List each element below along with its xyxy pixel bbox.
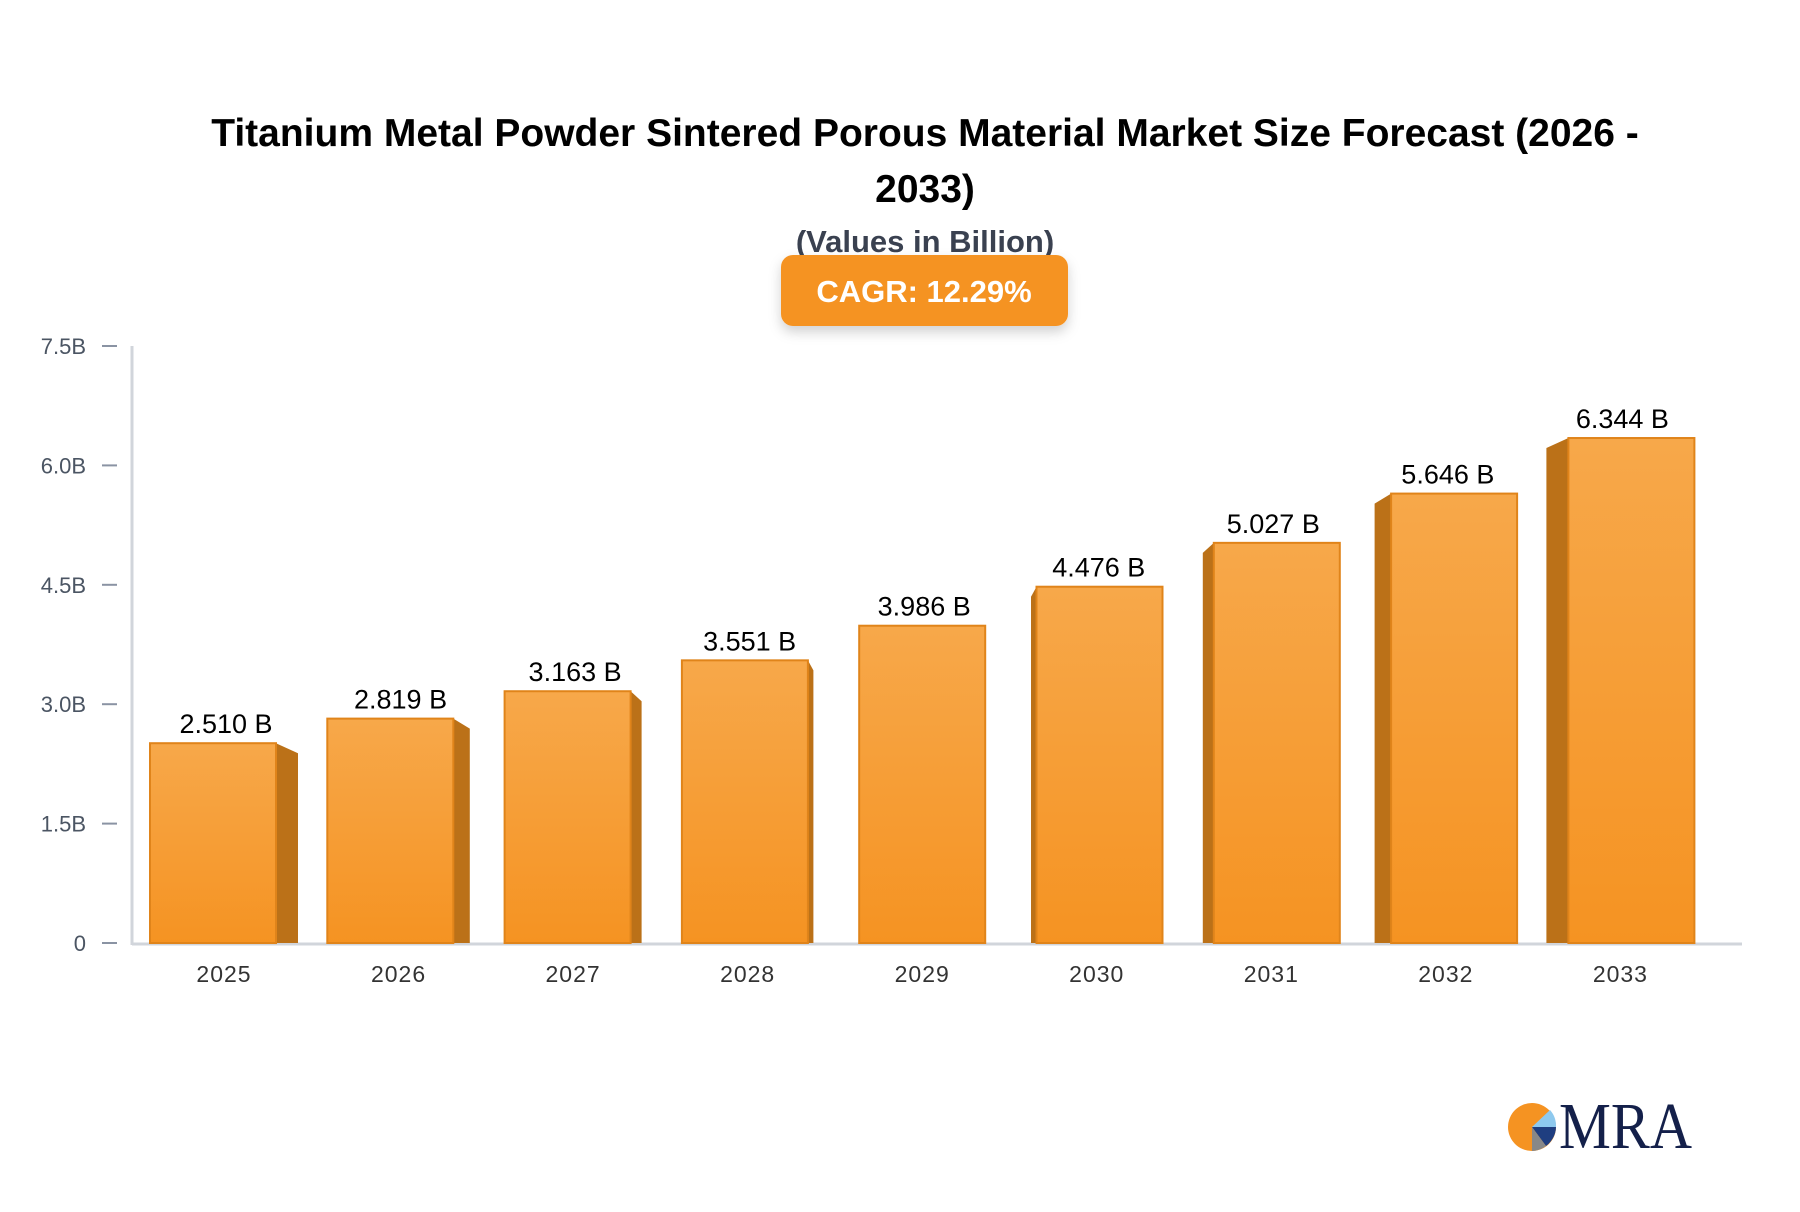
- bar-group: 2.510 B 2025: [149, 709, 298, 987]
- x-tick-label: 2033: [1593, 961, 1648, 987]
- bar-group: 4.476 B 2030: [1031, 553, 1164, 987]
- chart-subtitle: (Values in Billion): [796, 224, 1054, 259]
- y-tick-label: 4.5B: [41, 573, 86, 598]
- x-tick-label: 2030: [1069, 961, 1124, 987]
- bar-side: [630, 691, 642, 943]
- y-tick-label: 7.5B: [41, 334, 86, 359]
- bar-side: [276, 743, 298, 943]
- logo-text: MRA: [1559, 1090, 1692, 1163]
- x-tick-label: 2031: [1244, 961, 1299, 987]
- bar: [1567, 437, 1696, 944]
- y-tick-label: 0: [74, 931, 86, 956]
- bar-group: 6.344 B 2033: [1546, 404, 1696, 987]
- bar: [149, 742, 277, 944]
- x-tick-label: 2025: [196, 961, 251, 987]
- bar: [1035, 585, 1164, 944]
- data-label: 3.986 B: [878, 592, 971, 622]
- bar: [858, 624, 987, 945]
- x-tick-label: 2028: [720, 961, 775, 987]
- y-tick-label: 6.0B: [41, 453, 86, 478]
- bar: [326, 717, 455, 944]
- data-label: 3.163 B: [529, 657, 622, 687]
- y-tick-label: 3.0B: [41, 692, 86, 717]
- bar-side: [807, 660, 814, 943]
- x-tick-label: 2027: [546, 961, 601, 987]
- bar-side: [1031, 586, 1037, 943]
- cagr-text: CAGR: 12.29%: [816, 274, 1031, 309]
- data-label: 2.510 B: [179, 709, 272, 739]
- chart-title-line-1: Titanium Metal Powder Sintered Porous Ma…: [211, 112, 1639, 155]
- bar-group: 5.027 B 2031: [1202, 509, 1341, 987]
- data-label: 5.027 B: [1227, 509, 1320, 539]
- bar-group: 3.551 B 2028: [680, 626, 814, 987]
- bar-group: 2.819 B 2026: [326, 685, 470, 987]
- bar-side: [1202, 542, 1214, 943]
- bar: [680, 659, 809, 944]
- x-tick-label: 2029: [895, 961, 950, 987]
- bar-side: [1546, 438, 1569, 943]
- bar: [503, 690, 632, 945]
- data-label: 4.476 B: [1052, 553, 1145, 583]
- chart-title-line-2: 2033): [875, 168, 975, 211]
- bar-group: 5.646 B 2032: [1374, 460, 1519, 987]
- bar-side: [1374, 493, 1392, 943]
- y-tick-label: 1.5B: [41, 812, 86, 837]
- x-tick-label: 2032: [1418, 961, 1473, 987]
- bars: 2.510 B 2025 2.819 B 2026 3.163 B 2027 3.551 B…: [149, 404, 1696, 987]
- cagr-badge: CAGR: 12.29%: [781, 255, 1068, 326]
- bar: [1212, 541, 1341, 945]
- data-label: 6.344 B: [1576, 404, 1669, 434]
- data-label: 3.551 B: [703, 626, 796, 656]
- data-label: 5.646 B: [1401, 460, 1494, 490]
- bar-group: 3.986 B 2029: [858, 592, 987, 987]
- x-tick-label: 2026: [371, 961, 426, 987]
- bar-side: [453, 718, 470, 943]
- bar: [1390, 492, 1519, 944]
- mra-logo: MRA: [1508, 1090, 1692, 1163]
- bar-group: 3.163 B 2027: [503, 657, 642, 987]
- data-label: 2.819 B: [354, 685, 447, 715]
